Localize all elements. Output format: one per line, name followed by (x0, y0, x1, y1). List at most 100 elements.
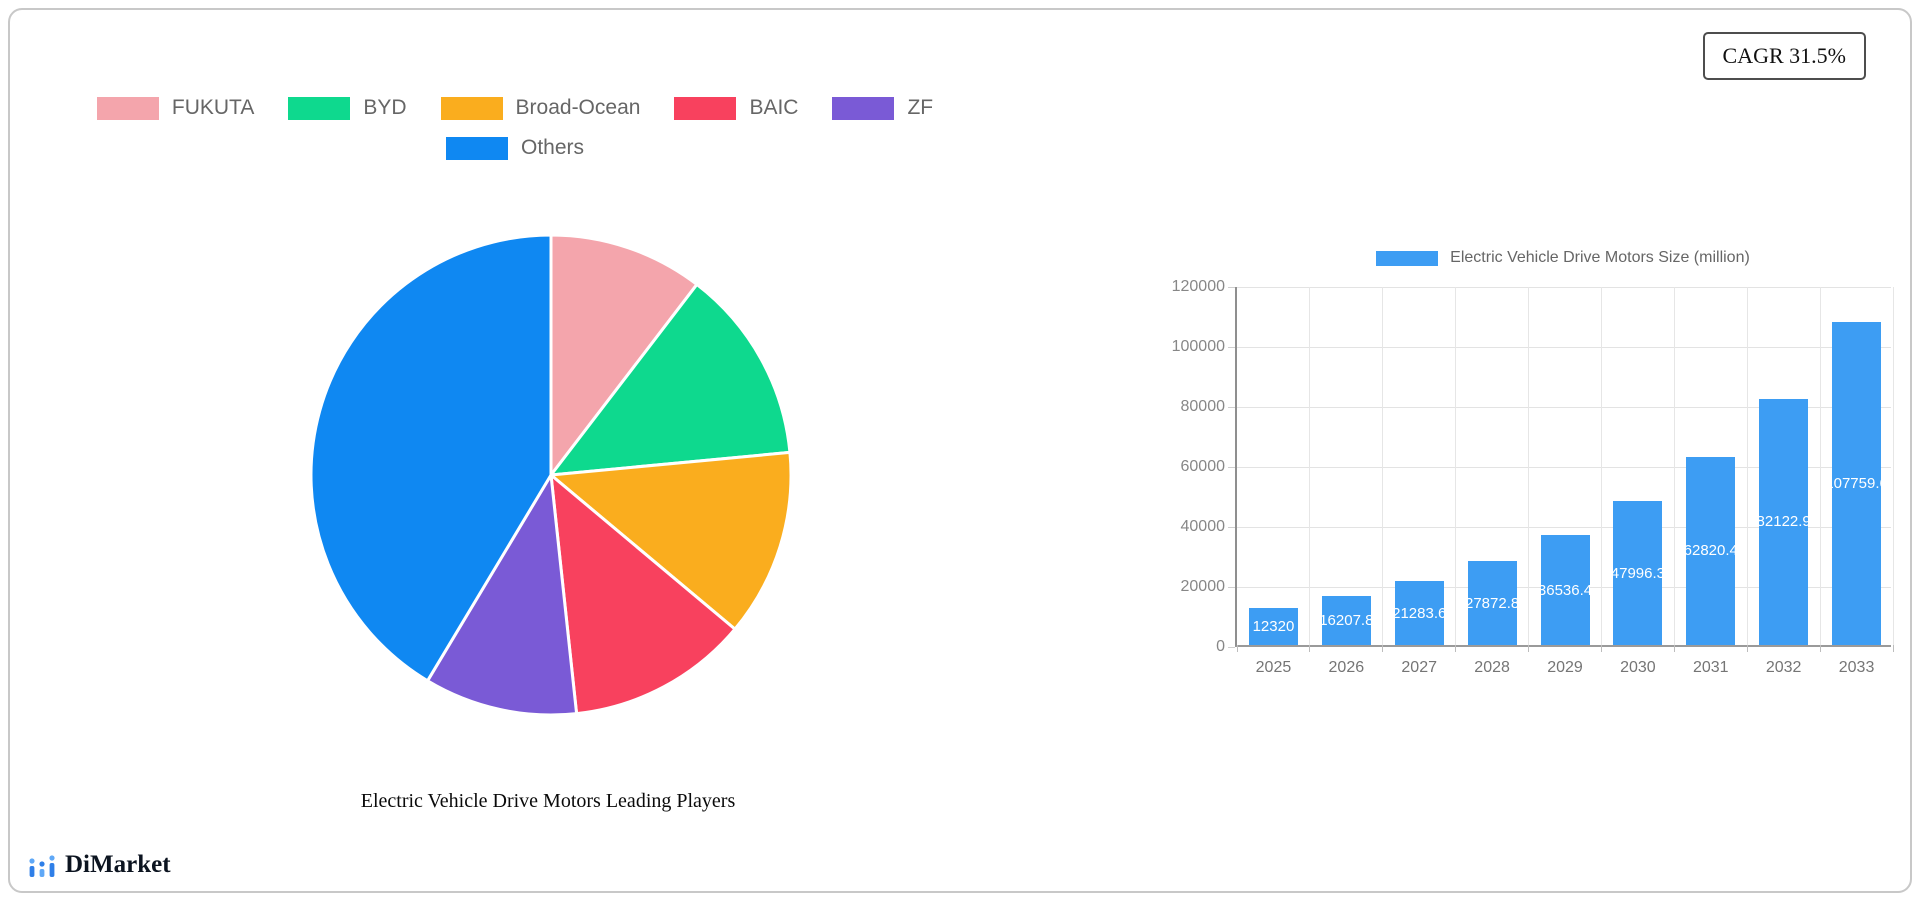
gridline-horizontal (1237, 346, 1891, 348)
bar-value-label: 47996.3 (1613, 564, 1663, 582)
legend-label: Broad-Ocean (515, 96, 641, 119)
legend-swatch (832, 96, 895, 120)
x-tick-mark (1819, 645, 1821, 652)
y-axis-tick-label: 100000 (1171, 338, 1225, 355)
x-tick-mark (1382, 645, 1384, 652)
pie-slice-others[interactable] (309, 233, 553, 683)
pie-legend-item-baic[interactable]: BAIC (674, 96, 798, 120)
gridline-horizontal (1237, 526, 1891, 528)
bar-value-label: 107759.6 (1832, 474, 1881, 492)
gridline-vertical (1673, 287, 1675, 645)
gridline-vertical (1819, 287, 1821, 645)
brand-name: DiMarket (65, 851, 171, 878)
pie-slice-fukuta[interactable] (549, 233, 699, 477)
y-tick-mark (1228, 346, 1235, 348)
pie-chart-title: Electric Vehicle Drive Motors Leading Pl… (360, 790, 736, 812)
y-axis-tick-label: 0 (1216, 638, 1225, 655)
brand-logo: DiMarket (27, 850, 171, 880)
pie-slice-broad-ocean[interactable] (549, 450, 793, 631)
gridline-vertical (1382, 287, 1384, 645)
bar-value-label: 21283.6 (1394, 604, 1444, 622)
pie-slice-zf[interactable] (426, 473, 579, 717)
legend-label: BYD (363, 96, 407, 119)
bar-value-label: 16207.8 (1321, 612, 1371, 630)
bar-2028[interactable]: 27872.8 (1467, 561, 1517, 645)
x-axis-category-label: 2026 (1328, 659, 1365, 676)
bar-value-label: 27872.8 (1467, 594, 1517, 612)
y-tick-mark (1228, 526, 1235, 528)
pie-slice-byd[interactable] (549, 282, 792, 477)
y-tick-mark (1228, 466, 1235, 468)
legend-swatch (288, 96, 351, 120)
dimarket-bars-icon (29, 855, 55, 877)
x-tick-mark (1673, 645, 1675, 652)
y-tick-mark (1228, 406, 1235, 408)
gridline-vertical (1892, 287, 1894, 645)
bar-value-label: 36536.4 (1540, 581, 1590, 599)
y-axis-tick-label: 20000 (1180, 578, 1226, 595)
bar-2030[interactable]: 47996.3 (1613, 501, 1663, 645)
bar-legend[interactable]: Electric Vehicle Drive Motors Size (mill… (1235, 249, 1891, 267)
pie-legend-item-others[interactable]: Others (445, 136, 585, 160)
cagr-badge: CAGR 31.5% (1702, 32, 1866, 80)
bar-2026[interactable]: 16207.8 (1321, 596, 1371, 645)
pie-slice-baic[interactable] (549, 473, 737, 716)
gridline-vertical (1309, 287, 1311, 645)
legend-label: ZF (907, 96, 934, 119)
legend-label: BAIC (749, 96, 799, 119)
bar-2032[interactable]: 82122.9 (1759, 398, 1809, 645)
bar-value-label: 82122.9 (1759, 513, 1809, 531)
x-tick-mark (1528, 645, 1530, 652)
bar-2025[interactable]: 12320 (1248, 608, 1298, 645)
gridline-vertical (1455, 287, 1457, 645)
bar-chart-plot-area: 0 20000 40000 60000 80000 100000 120000 12320 20… (1172, 279, 1894, 676)
x-axis-category-label: 2033 (1838, 659, 1875, 676)
x-tick-mark (1236, 645, 1238, 652)
pie-chart (309, 233, 793, 717)
bar-2029[interactable]: 36536.4 (1540, 535, 1590, 645)
legend-swatch (96, 96, 159, 120)
gridline-horizontal (1237, 286, 1891, 288)
x-tick-mark (1455, 645, 1457, 652)
bar-2033[interactable]: 107759.6 (1832, 321, 1882, 645)
legend-swatch (440, 96, 503, 120)
bar-value-label: 62820.4 (1686, 542, 1736, 560)
bar-legend-label: Electric Vehicle Drive Motors Size (mill… (1450, 249, 1750, 266)
gridline-horizontal (1237, 466, 1891, 468)
legend-label: Others (520, 136, 585, 159)
y-axis-tick-label: 40000 (1180, 518, 1226, 535)
gridline-vertical (1746, 287, 1748, 645)
bar-value-label: 12320 (1252, 618, 1295, 636)
x-tick-mark (1600, 645, 1602, 652)
cagr-label: CAGR 31.5% (1722, 43, 1846, 68)
y-tick-mark (1228, 286, 1235, 288)
y-tick-mark (1228, 646, 1235, 648)
y-axis-tick-label: 120000 (1171, 278, 1225, 295)
x-tick-mark (1892, 645, 1894, 652)
legend-swatch (445, 136, 508, 160)
x-axis-category-label: 2025 (1255, 659, 1292, 676)
x-tick-mark (1309, 645, 1311, 652)
bar-legend-swatch (1376, 250, 1439, 266)
gridline-vertical (1600, 287, 1602, 645)
pie-legend-item-byd[interactable]: BYD (288, 96, 407, 120)
x-axis-category-label: 2029 (1547, 659, 1583, 676)
pie-legend-item-fukuta[interactable]: FUKUTA (96, 96, 255, 120)
pie-legend: FUKUTA BYD Broad-Ocean BAIC ZF Others (60, 96, 970, 160)
gridline-horizontal (1237, 406, 1891, 408)
x-axis-category-label: 2030 (1620, 659, 1656, 676)
pie-legend-item-broad-ocean[interactable]: Broad-Ocean (440, 96, 641, 120)
bar-2031[interactable]: 62820.4 (1686, 456, 1736, 645)
y-tick-mark (1228, 586, 1235, 588)
y-axis-tick-label: 60000 (1180, 458, 1226, 475)
report-card: CAGR 31.5% FUKUTA BYD Broad-Ocean BAIC ZF Oth… (8, 8, 1912, 893)
legend-swatch (674, 96, 737, 120)
bar-2027[interactable]: 21283.6 (1394, 581, 1444, 645)
x-axis-category-label: 2032 (1765, 659, 1802, 676)
y-axis-tick-label: 80000 (1180, 398, 1226, 415)
pie-legend-item-zf[interactable]: ZF (832, 96, 933, 120)
gridline-vertical (1528, 287, 1530, 645)
x-tick-mark (1746, 645, 1748, 652)
x-axis-category-label: 2027 (1401, 659, 1437, 676)
legend-label: FUKUTA (171, 96, 255, 119)
